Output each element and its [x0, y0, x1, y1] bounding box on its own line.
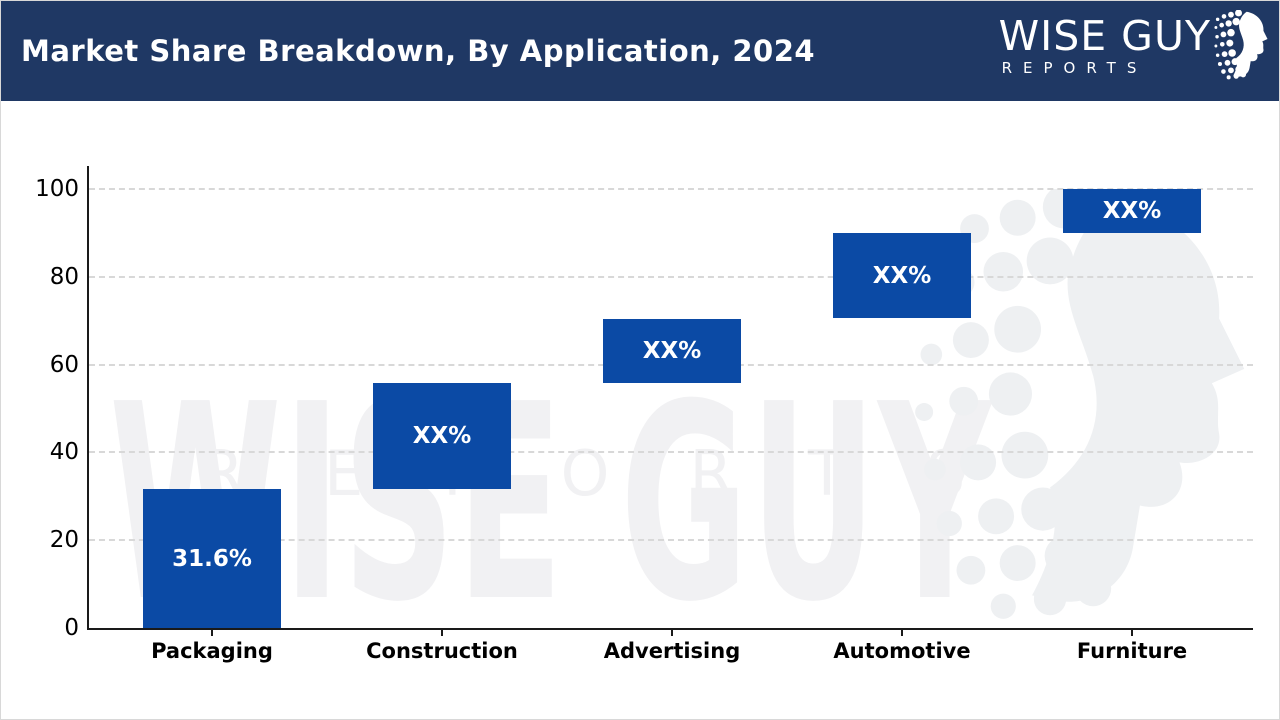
- bar-advertising: XX%: [603, 318, 741, 383]
- y-tick-label: 80: [49, 263, 79, 290]
- bar-value-label: XX%: [1102, 197, 1162, 224]
- gridline-100: [89, 188, 1253, 190]
- x-tick-mark: [211, 630, 213, 636]
- bar-value-label: XX%: [872, 262, 932, 289]
- bar-packaging: 31.6%: [143, 489, 281, 628]
- y-tick-label: 40: [49, 439, 79, 466]
- x-tick-mark: [1131, 630, 1133, 636]
- y-tick-label: 20: [49, 527, 79, 554]
- bar-construction: XX%: [373, 382, 511, 490]
- logo-subtext: REPORTS: [1001, 59, 1148, 78]
- bar-value-label: 31.6%: [172, 545, 252, 572]
- watermark-head-icon: [915, 189, 1245, 619]
- y-tick-label: 0: [64, 615, 79, 641]
- brand-logo: WISE GUY REPORTS: [999, 10, 1271, 82]
- x-tick-mark: [441, 630, 443, 636]
- category-label-packaging: Packaging: [151, 639, 273, 663]
- gridline-60: [89, 363, 1253, 366]
- bar-automotive: XX%: [833, 232, 971, 319]
- y-axis-line: [87, 166, 89, 630]
- bar-value-label: XX%: [642, 337, 702, 364]
- gridline-80: [89, 275, 1253, 278]
- watermark-subtext: REPORTS: [201, 437, 1046, 510]
- y-tick-label: 60: [49, 351, 79, 378]
- watermark-wordmark: WISE GUY: [109, 346, 993, 661]
- gridline-40: [89, 451, 1253, 454]
- x-tick-mark: [901, 630, 903, 636]
- header-bar: Market Share Breakdown, By Application, …: [1, 1, 1279, 101]
- waterfall-chart: WISE GUY REPORTS 31.6% XX% XX% XX% XX% 0 20 40…: [1, 101, 1279, 719]
- y-tick-label: 100: [35, 176, 79, 202]
- category-label-furniture: Furniture: [1076, 639, 1188, 663]
- category-label-advertising: Advertising: [603, 639, 741, 663]
- logo-wordmark: WISE GUY: [998, 11, 1211, 60]
- wiseguy-head-icon: [1214, 10, 1268, 80]
- category-label-automotive: Automotive: [833, 639, 971, 663]
- x-tick-mark: [671, 630, 673, 636]
- x-axis-line: [87, 628, 1253, 630]
- bar-furniture: XX%: [1063, 189, 1201, 233]
- page-title: Market Share Breakdown, By Application, …: [21, 34, 816, 68]
- bar-value-label: XX%: [412, 422, 472, 449]
- gridline-20: [89, 539, 1253, 542]
- category-label-construction: Construction: [366, 639, 518, 663]
